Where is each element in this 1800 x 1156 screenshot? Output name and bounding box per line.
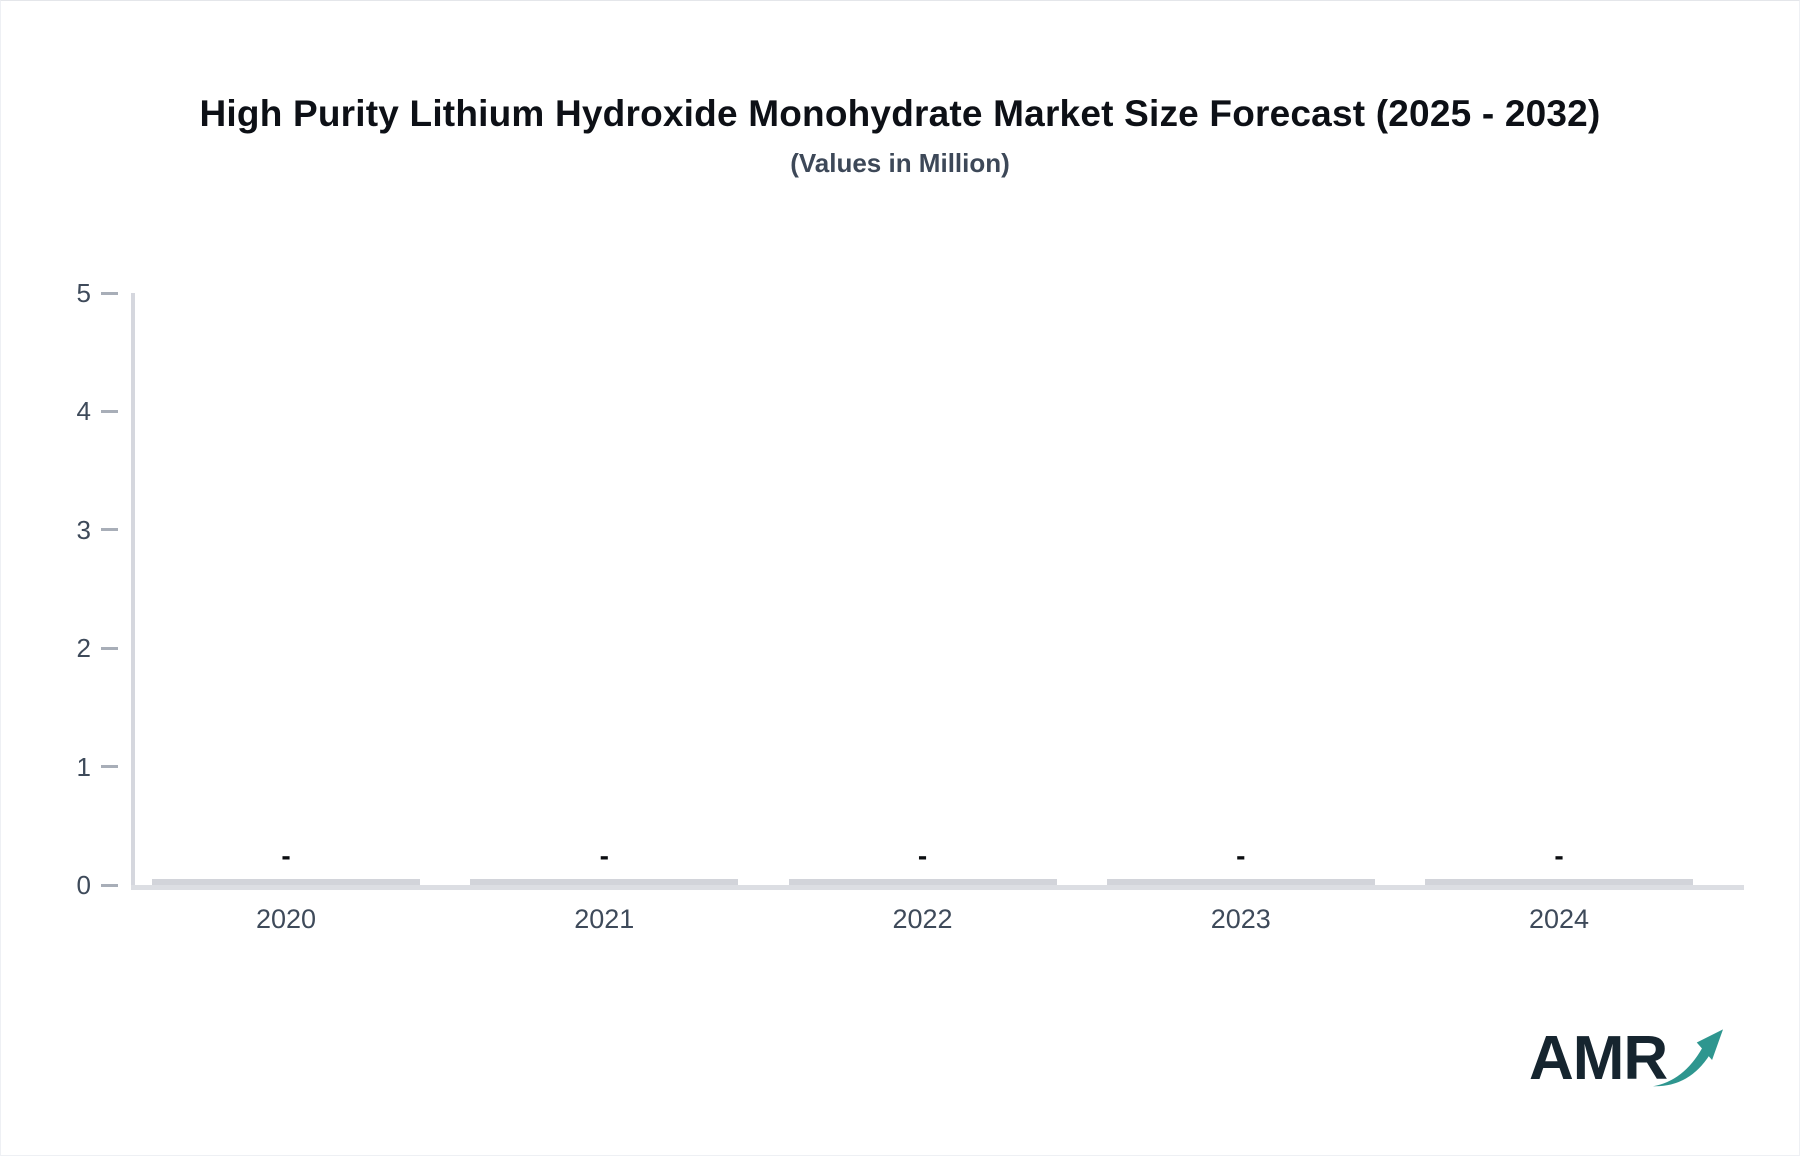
bar-value-label: - bbox=[1236, 840, 1246, 871]
y-tick-mark bbox=[101, 883, 118, 887]
y-tick-label: 1 bbox=[76, 751, 91, 782]
bar-value-label: - bbox=[281, 840, 291, 871]
amr-logo: AMR bbox=[1529, 1024, 1724, 1093]
y-tick-mark bbox=[101, 646, 118, 650]
x-axis-line bbox=[131, 885, 1744, 890]
bar[interactable] bbox=[152, 879, 420, 885]
y-tick-mark bbox=[101, 291, 118, 295]
chart-header: High Purity Lithium Hydroxide Monohydrat… bbox=[1, 93, 1799, 179]
bar[interactable] bbox=[470, 879, 739, 885]
bar-value-label: - bbox=[1554, 840, 1564, 871]
y-tick-label: 0 bbox=[76, 870, 91, 900]
y-tick-label: 3 bbox=[76, 514, 91, 545]
y-tick-mark bbox=[101, 528, 118, 532]
y-tick-label: 5 bbox=[76, 278, 91, 308]
y-axis-line bbox=[131, 293, 135, 885]
y-tick-label: 2 bbox=[76, 633, 91, 664]
bar-value-label: - bbox=[917, 840, 928, 871]
bar-value-label: - bbox=[599, 840, 609, 871]
x-tick-label: 2020 bbox=[255, 904, 317, 934]
x-tick-label: 2024 bbox=[1528, 904, 1590, 934]
x-tick-label: 2021 bbox=[574, 904, 635, 934]
x-tick-label: 2022 bbox=[892, 904, 953, 934]
bar[interactable] bbox=[788, 879, 1057, 885]
y-tick-mark bbox=[101, 765, 118, 769]
amr-logo-arrow-icon bbox=[1653, 1029, 1724, 1087]
bar[interactable] bbox=[1106, 879, 1375, 885]
bar[interactable] bbox=[1425, 879, 1693, 885]
y-tick-mark bbox=[101, 409, 118, 413]
chart-title: High Purity Lithium Hydroxide Monohydrat… bbox=[199, 93, 1601, 134]
amr-logo-text: AMR bbox=[1529, 1024, 1668, 1093]
y-tick-label: 4 bbox=[76, 396, 91, 427]
x-tick-label: 2023 bbox=[1210, 904, 1271, 934]
chart-subtitle: (Values in Million) bbox=[790, 147, 1010, 178]
